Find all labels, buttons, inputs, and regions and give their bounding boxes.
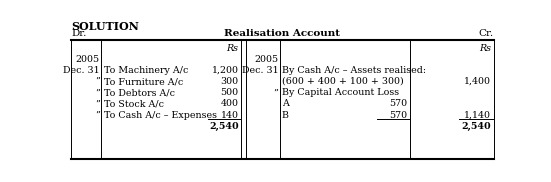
Text: ”: ” xyxy=(95,88,100,97)
Text: ”: ” xyxy=(95,77,100,86)
Text: 2005: 2005 xyxy=(75,55,100,64)
Text: (600 + 400 + 100 + 300): (600 + 400 + 100 + 300) xyxy=(282,77,404,86)
Text: Dec. 31: Dec. 31 xyxy=(63,66,100,75)
Text: 1,140: 1,140 xyxy=(464,110,491,120)
Text: ”: ” xyxy=(273,88,278,97)
Text: To Machinery A/c: To Machinery A/c xyxy=(104,66,188,75)
Text: 1,200: 1,200 xyxy=(212,66,239,75)
Text: Rs: Rs xyxy=(226,43,239,53)
Text: To Cash A/c – Expenses: To Cash A/c – Expenses xyxy=(104,110,217,120)
Text: To Stock A/c: To Stock A/c xyxy=(104,99,164,108)
Text: 2,540: 2,540 xyxy=(209,122,239,131)
Text: A: A xyxy=(282,99,289,108)
Text: 2,540: 2,540 xyxy=(462,122,491,131)
Text: Dr.: Dr. xyxy=(71,29,87,38)
Text: By Cash A/c – Assets realised:: By Cash A/c – Assets realised: xyxy=(282,66,426,75)
Text: 400: 400 xyxy=(220,99,239,108)
Text: To Furniture A/c: To Furniture A/c xyxy=(104,77,183,86)
Text: 1,400: 1,400 xyxy=(464,77,491,86)
Text: Rs: Rs xyxy=(479,43,491,53)
Text: 500: 500 xyxy=(220,88,239,97)
Text: Realisation Account: Realisation Account xyxy=(224,29,340,38)
Text: 570: 570 xyxy=(390,99,408,108)
Text: To Debtors A/c: To Debtors A/c xyxy=(104,88,175,97)
Text: 140: 140 xyxy=(220,110,239,120)
Text: ”: ” xyxy=(95,110,100,120)
Text: 570: 570 xyxy=(390,110,408,120)
Text: 2005: 2005 xyxy=(254,55,278,64)
Text: B: B xyxy=(282,110,289,120)
Text: Cr.: Cr. xyxy=(478,29,494,38)
Text: 300: 300 xyxy=(220,77,239,86)
Text: Dec. 31: Dec. 31 xyxy=(241,66,278,75)
Text: By Capital Account Loss: By Capital Account Loss xyxy=(282,88,399,97)
Text: ”: ” xyxy=(95,99,100,108)
Text: SOLUTION: SOLUTION xyxy=(71,21,139,32)
